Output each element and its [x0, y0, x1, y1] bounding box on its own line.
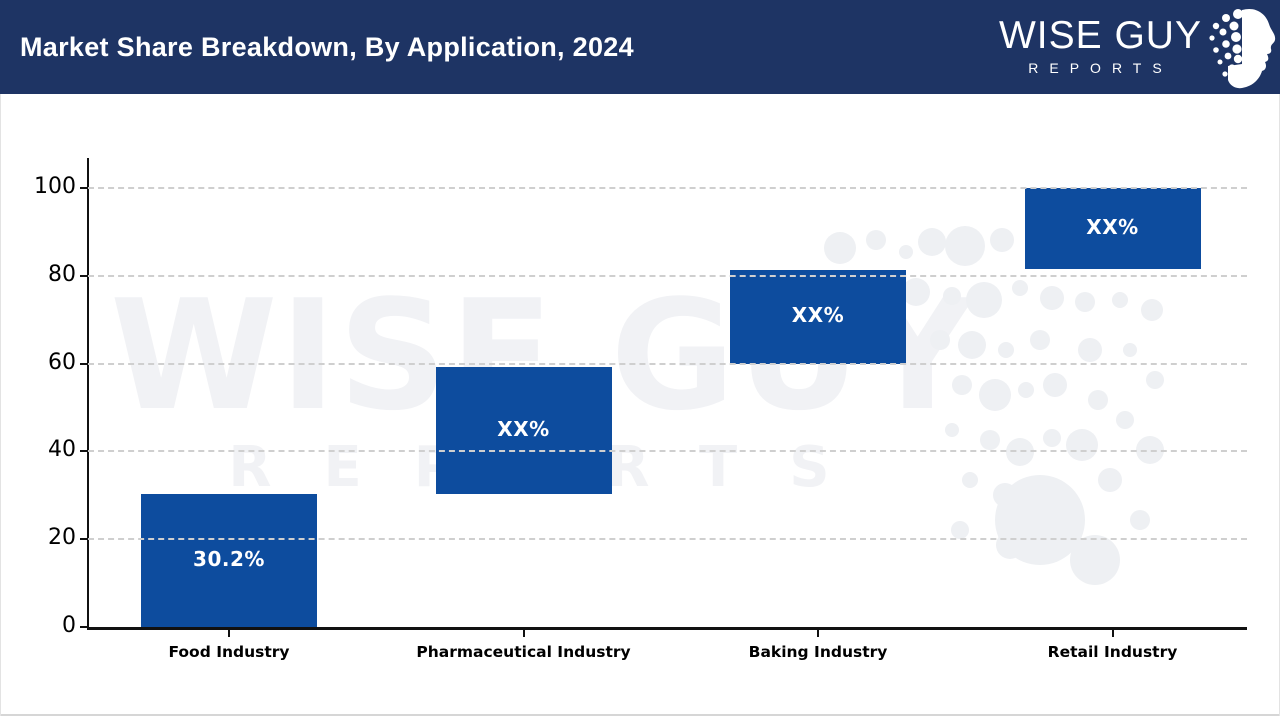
y-tick-label: 80 — [48, 261, 76, 287]
gridline — [88, 274, 1247, 277]
bar: XX% — [1024, 188, 1201, 270]
y-tick-label: 100 — [34, 174, 76, 199]
category-label: Food Industry — [168, 643, 290, 661]
gridline — [88, 187, 1247, 189]
dotted-head-icon — [1209, 8, 1276, 89]
x-tick-mark — [817, 629, 819, 637]
y-tick-mark — [80, 187, 88, 189]
y-axis-line — [87, 158, 89, 629]
category-label: Pharmaceutical Industry — [416, 643, 631, 661]
header-band: Market Share Breakdown, By Application, … — [0, 0, 1280, 94]
x-tick-mark — [1111, 629, 1114, 637]
y-tick-label: 0 — [62, 613, 76, 638]
brand-name: WISE GUY — [998, 14, 1202, 57]
page-bottom-border — [0, 714, 1280, 716]
bar-value-label: XX% — [497, 416, 550, 441]
page-left-border — [0, 94, 1, 716]
y-tick-mark — [80, 362, 88, 365]
category-label: Retail Industry — [1047, 643, 1178, 661]
category-label: Baking Industry — [748, 643, 888, 661]
bar-value-label: XX% — [791, 303, 845, 328]
plot-area: 0 20 40 60 80 100 30.2% XX% XX% XX% Food Industry P… — [0, 94, 1280, 720]
x-tick-mark — [522, 629, 525, 637]
x-axis-line — [87, 627, 1247, 630]
bar: XX% — [435, 367, 612, 495]
y-tick-mark — [80, 538, 88, 541]
x-tick-mark — [228, 629, 230, 637]
y-tick-label: 60 — [48, 349, 76, 375]
watermark-head-dots — [824, 226, 1164, 585]
gridline — [88, 538, 1247, 541]
y-tick-mark — [80, 274, 88, 277]
gridline — [88, 450, 1247, 453]
bar: 30.2% — [141, 494, 317, 627]
y-tick-mark — [80, 450, 88, 453]
y-tick-label: 40 — [48, 437, 76, 463]
brand-logo-text: WISE GUY REPORTS — [999, 14, 1202, 76]
bar-value-label: 30.2% — [193, 546, 265, 571]
y-tick-mark — [80, 626, 88, 628]
bar-value-label: XX% — [1086, 214, 1139, 239]
brand-logo: WISE GUY REPORTS — [980, 0, 1280, 94]
bar: XX% — [730, 270, 906, 365]
brand-subname: REPORTS — [1028, 60, 1173, 76]
gridline — [88, 362, 1247, 365]
y-tick-label: 20 — [48, 525, 76, 551]
page-title: Market Share Breakdown, By Application, … — [20, 31, 634, 62]
